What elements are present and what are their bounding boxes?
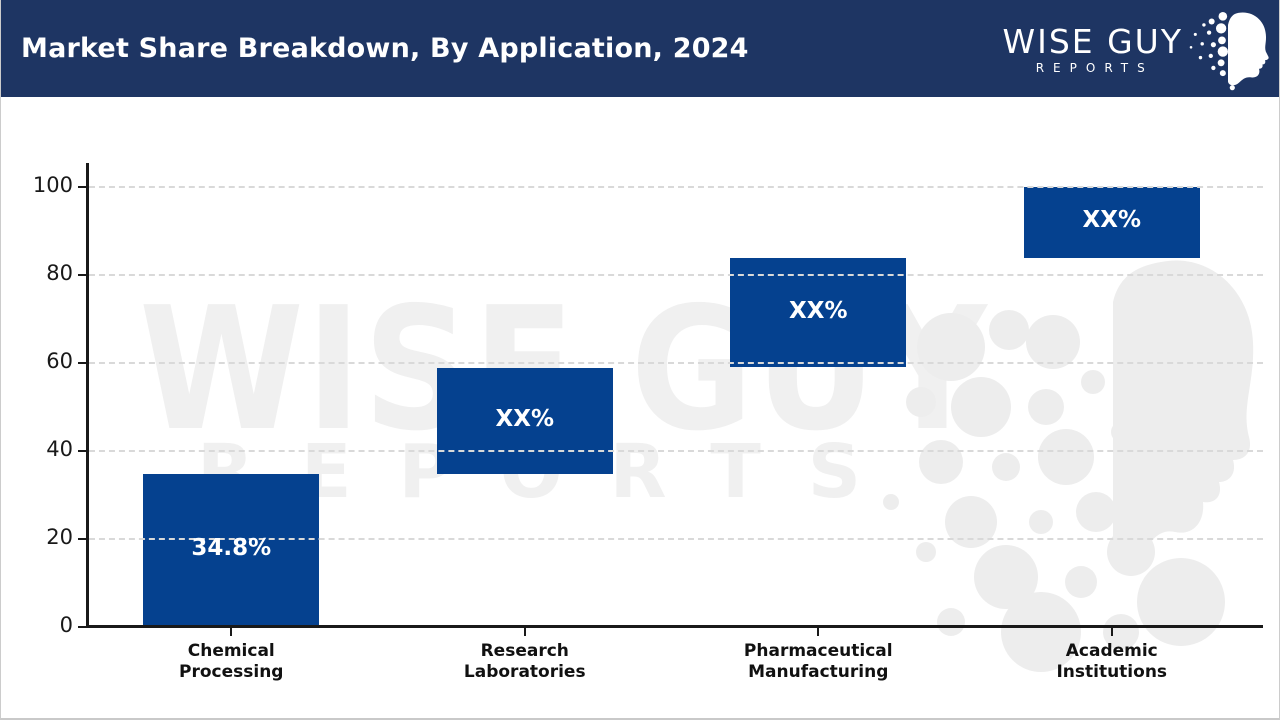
bar-research-laboratories xyxy=(436,367,613,474)
y-tick-label-20: 20 xyxy=(46,525,73,550)
x-tick-mark xyxy=(230,627,233,636)
plot-area: 0 20 40 60 80 100 34.8% Chemical Processing XX% Re… xyxy=(33,163,1263,682)
gridline-40 xyxy=(89,450,1263,453)
bar-value-label: XX% xyxy=(788,297,848,324)
x-tick-mark xyxy=(817,627,820,636)
bar-academic-institutions xyxy=(1023,187,1200,258)
category-label: Academic Institutions xyxy=(1056,641,1168,683)
y-tick-mark-40 xyxy=(78,450,89,453)
logo-subtitle: REPORTS xyxy=(1035,60,1154,75)
watermark-face-dots-icon xyxy=(831,260,1254,672)
wiseguy-face-icon xyxy=(1189,12,1269,91)
y-tick-mark-60 xyxy=(78,362,89,365)
y-tick-mark-100 xyxy=(78,186,89,189)
y-tick-label-60: 60 xyxy=(46,349,73,374)
x-axis-line xyxy=(86,625,1263,628)
y-tick-label-0: 0 xyxy=(59,613,73,637)
y-tick-mark-80 xyxy=(78,274,89,277)
logo-wordmark: WISE GUY REPORTS xyxy=(1002,25,1183,74)
x-tick-mark xyxy=(1110,627,1113,636)
bar-value-label: XX% xyxy=(1082,207,1141,234)
y-tick-label-40: 40 xyxy=(46,437,73,462)
gridline-60 xyxy=(89,362,1263,365)
y-tick-label-100: 100 xyxy=(32,173,73,198)
bar-value-label: 34.8% xyxy=(191,535,272,562)
y-tick-mark-0 xyxy=(78,626,89,628)
gridline-20 xyxy=(89,538,1263,541)
y-axis-line xyxy=(86,163,89,627)
x-tick-mark xyxy=(523,627,526,636)
wiseguy-logo: WISE GUY REPORTS xyxy=(1002,6,1271,92)
waterfall-chart: WISE GUY REPORTS 02040608010034.8%Chemic… xyxy=(1,97,1279,718)
category-label: Pharmaceutical Manufacturing xyxy=(743,641,893,683)
header: Market Share Breakdown, By Application, … xyxy=(1,0,1279,97)
bar-value-label: XX% xyxy=(495,405,554,432)
bar-chemical-processing xyxy=(143,473,320,627)
gridline-80 xyxy=(89,274,1263,277)
logo-title: WISE GUY xyxy=(1002,21,1183,61)
y-tick-mark-20 xyxy=(78,538,89,541)
y-tick-label-80: 80 xyxy=(46,261,73,286)
category-label: Research Laboratories xyxy=(463,641,586,683)
gridline-100 xyxy=(89,186,1263,189)
category-label: Chemical Processing xyxy=(179,641,284,683)
chart-title: Market Share Breakdown, By Application, … xyxy=(21,33,749,64)
